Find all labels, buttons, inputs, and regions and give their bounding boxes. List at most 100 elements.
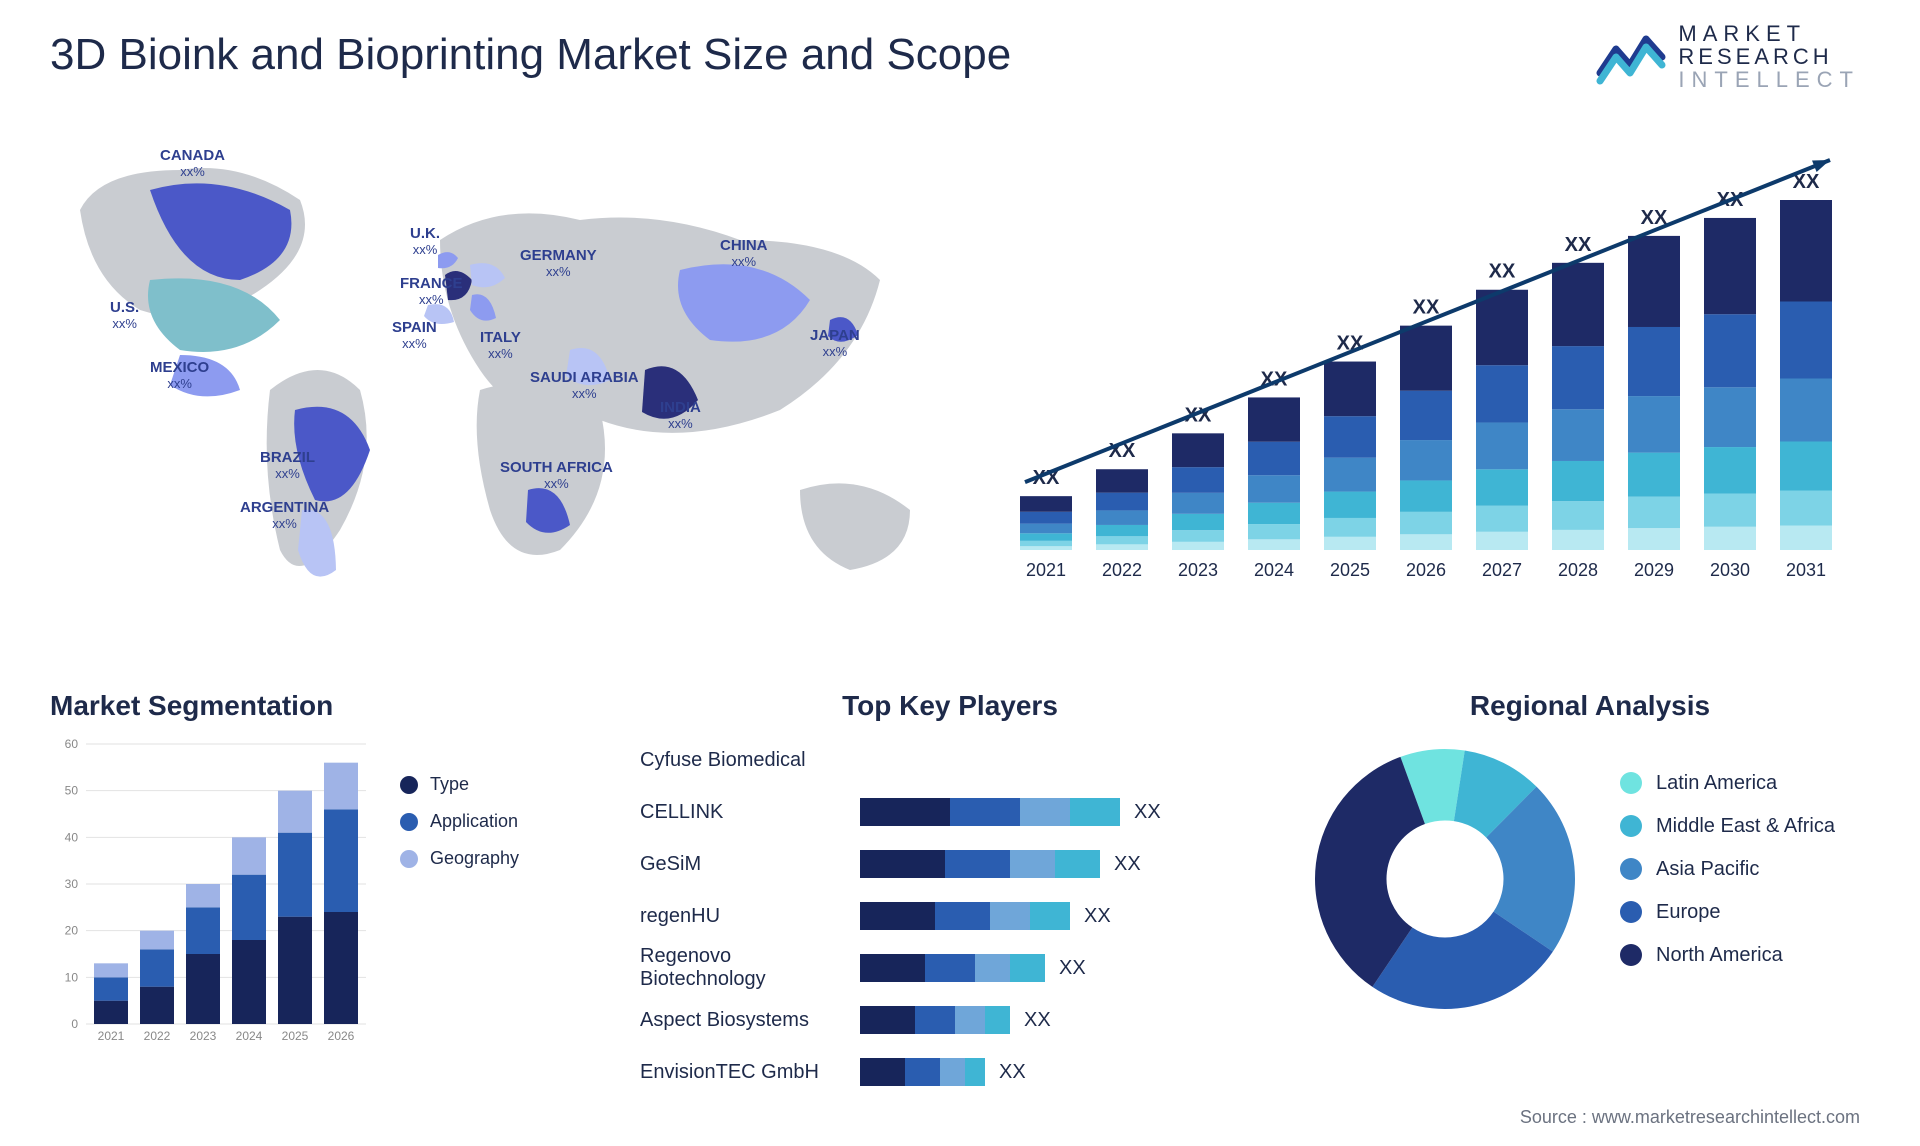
legend-dot <box>400 850 418 868</box>
player-bar-seg <box>985 1006 1010 1034</box>
map-label-mexico: MEXICOxx% <box>150 360 209 391</box>
logo-line3: INTELLECT <box>1678 68 1860 91</box>
page-title: 3D Bioink and Bioprinting Market Size an… <box>50 30 1011 80</box>
map-label-u-k-: U.K.xx% <box>410 226 440 257</box>
player-value: XX <box>1024 1009 1051 1032</box>
logo-icon <box>1596 29 1666 85</box>
map-label-argentina: ARGENTINAxx% <box>240 500 329 531</box>
segmentation-legend: Type Application Geography <box>400 734 519 885</box>
legend-dot <box>1620 901 1642 923</box>
player-bar-seg <box>1020 798 1070 826</box>
legend-dot <box>1620 858 1642 880</box>
player-bar-seg <box>950 798 1020 826</box>
player-name: Cyfuse Biomedical <box>640 749 860 772</box>
map-label-canada: CANADAxx% <box>160 148 225 179</box>
world-map: CANADAxx%U.K.xx%GERMANYxx%CHINAxx%U.S.xx… <box>40 130 960 650</box>
svg-text:2028: 2028 <box>1558 560 1598 580</box>
player-bar-seg <box>860 902 935 930</box>
player-bar-seg <box>1010 850 1055 878</box>
seg-legend-geography: Geography <box>400 848 519 869</box>
svg-text:50: 50 <box>65 784 79 798</box>
svg-text:2025: 2025 <box>1330 560 1370 580</box>
svg-text:2023: 2023 <box>190 1029 217 1043</box>
svg-text:10: 10 <box>65 970 79 984</box>
player-row: Regenovo Biotechnology XX <box>640 942 1260 994</box>
svg-text:20: 20 <box>65 924 79 938</box>
region-legend-item: North America <box>1620 944 1835 967</box>
map-label-china: CHINAxx% <box>720 238 768 269</box>
player-bar <box>860 1058 985 1086</box>
legend-dot <box>400 776 418 794</box>
player-name: regenHU <box>640 905 860 928</box>
logo-line2: RESEARCH <box>1678 45 1860 68</box>
legend-label: Middle East & Africa <box>1656 815 1835 838</box>
map-label-brazil: BRAZILxx% <box>260 450 315 481</box>
player-bar-seg <box>905 1058 940 1086</box>
svg-text:2024: 2024 <box>236 1029 263 1043</box>
svg-text:40: 40 <box>65 830 79 844</box>
svg-text:2027: 2027 <box>1482 560 1522 580</box>
player-row: EnvisionTEC GmbHXX <box>640 1046 1260 1098</box>
legend-label: Application <box>430 811 518 832</box>
map-label-south-africa: SOUTH AFRICAxx% <box>500 460 613 491</box>
player-bar-seg <box>990 902 1030 930</box>
player-bar-seg <box>860 1006 915 1034</box>
segmentation-chart: 0102030405060202120222023202420252026 <box>50 734 370 1054</box>
forecast-chart: XX2021XX2022XX2023XX2024XX2025XX2026XX20… <box>1000 150 1860 650</box>
svg-text:2026: 2026 <box>328 1029 355 1043</box>
regional-title: Regional Analysis <box>1300 690 1880 722</box>
players-chart: Cyfuse Biomedical CELLINKXX GeSiM XX regenHU… <box>640 734 1260 1098</box>
legend-label: North America <box>1656 944 1783 967</box>
svg-text:60: 60 <box>65 737 79 751</box>
player-bar-seg <box>965 1058 985 1086</box>
player-bar-seg <box>1010 954 1045 982</box>
player-name: GeSiM <box>640 853 860 876</box>
legend-label: Latin America <box>1656 772 1777 795</box>
legend-label: Europe <box>1656 901 1721 924</box>
player-bar-seg <box>860 850 945 878</box>
player-bar-seg <box>860 1058 905 1086</box>
svg-text:2025: 2025 <box>282 1029 309 1043</box>
legend-label: Asia Pacific <box>1656 858 1759 881</box>
player-bar-seg <box>975 954 1010 982</box>
players-title: Top Key Players <box>640 690 1260 722</box>
legend-dot <box>1620 772 1642 794</box>
svg-text:2022: 2022 <box>144 1029 171 1043</box>
svg-text:2030: 2030 <box>1710 560 1750 580</box>
player-bar-seg <box>955 1006 985 1034</box>
segmentation-title: Market Segmentation <box>50 690 590 722</box>
svg-text:XX: XX <box>1489 261 1516 283</box>
player-name: Regenovo Biotechnology <box>640 945 860 991</box>
player-bar-seg <box>1055 850 1100 878</box>
source-text: Source : www.marketresearchintellect.com <box>1520 1107 1860 1128</box>
region-legend-item: Middle East & Africa <box>1620 815 1835 838</box>
player-row: regenHUXX <box>640 890 1260 942</box>
legend-label: Type <box>430 774 469 795</box>
region-legend-item: Europe <box>1620 901 1835 924</box>
players-section: Top Key Players Cyfuse Biomedical CELLINK… <box>640 690 1260 1098</box>
svg-text:2021: 2021 <box>1026 560 1066 580</box>
segmentation-section: Market Segmentation 01020304050602021202… <box>50 690 590 1054</box>
seg-legend-application: Application <box>400 811 519 832</box>
player-bar-seg <box>915 1006 955 1034</box>
svg-text:2023: 2023 <box>1178 560 1218 580</box>
svg-text:30: 30 <box>65 877 79 891</box>
logo-line1: MARKET <box>1678 22 1860 45</box>
regional-legend: Latin America Middle East & Africa Asia Pa… <box>1620 772 1835 987</box>
player-bar-seg <box>925 954 975 982</box>
player-bar-seg <box>1030 902 1070 930</box>
player-bar <box>860 902 1070 930</box>
player-value: XX <box>1059 957 1086 980</box>
legend-dot <box>1620 944 1642 966</box>
map-label-u-s-: U.S.xx% <box>110 300 139 331</box>
svg-text:2021: 2021 <box>98 1029 125 1043</box>
svg-text:2022: 2022 <box>1102 560 1142 580</box>
player-row: CELLINKXX <box>640 786 1260 838</box>
player-row: Cyfuse Biomedical <box>640 734 1260 786</box>
player-bar <box>860 850 1100 878</box>
player-bar-seg <box>945 850 1010 878</box>
svg-text:2029: 2029 <box>1634 560 1674 580</box>
player-value: XX <box>999 1061 1026 1084</box>
player-value: XX <box>1134 801 1161 824</box>
regional-donut <box>1300 734 1590 1024</box>
